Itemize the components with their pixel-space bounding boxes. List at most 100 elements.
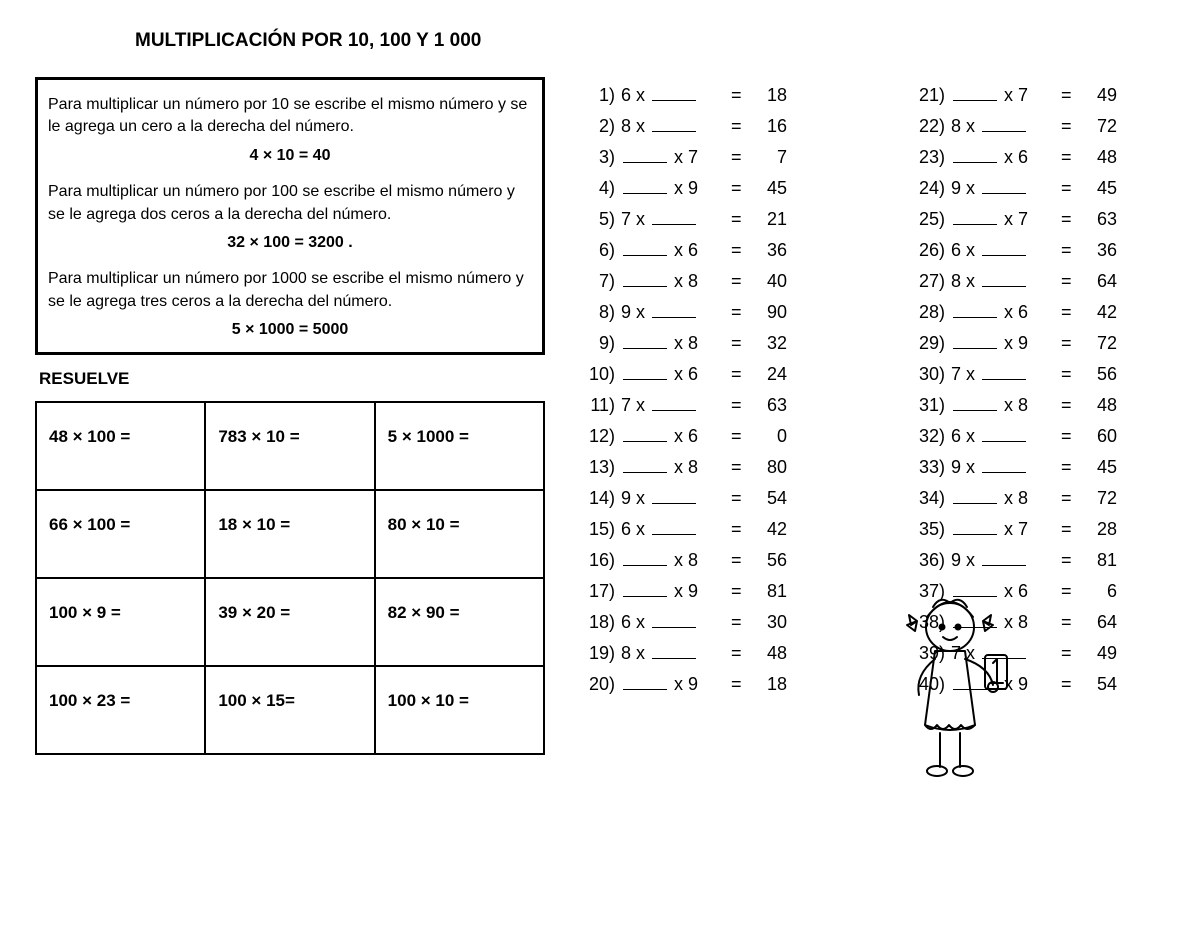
blank-input[interactable] [623, 455, 667, 473]
blank-input[interactable] [982, 114, 1026, 132]
expr-prefix: 6 x [621, 519, 650, 539]
expr-prefix: 9 x [621, 302, 650, 322]
info-eq2: 32 × 100 = 3200 . [48, 232, 532, 254]
problem-row: 14)9 x = 54 [585, 486, 835, 509]
info-eq3: 5 × 1000 = 5000 [48, 319, 532, 341]
blank-input[interactable] [623, 672, 667, 690]
problem-expression: 9 x [621, 300, 731, 323]
problem-answer: 81 [1077, 550, 1117, 571]
blank-input[interactable] [652, 610, 696, 628]
blank-input[interactable] [623, 145, 667, 163]
problem-answer: 63 [747, 395, 787, 416]
expr-prefix: 8 x [621, 643, 650, 663]
problem-expression: 8 x [951, 114, 1061, 137]
blank-input[interactable] [623, 331, 667, 349]
problem-answer: 6 [1077, 581, 1117, 602]
equals-sign: = [1061, 519, 1077, 540]
problem-expression: 7 x [621, 207, 731, 230]
blank-input[interactable] [623, 362, 667, 380]
blank-input[interactable] [953, 83, 997, 101]
expr-prefix: 7 x [621, 395, 650, 415]
problem-answer: 45 [1077, 457, 1117, 478]
expr-prefix: 8 x [951, 116, 980, 136]
expr-prefix: 9 x [951, 178, 980, 198]
blank-input[interactable] [623, 238, 667, 256]
table-cell: 39 × 20 = [205, 578, 374, 666]
problem-row: 13) x 8= 80 [585, 455, 835, 478]
expr-suffix: x 7 [999, 85, 1028, 105]
expr-suffix: x 9 [999, 333, 1028, 353]
blank-input[interactable] [623, 579, 667, 597]
problem-number: 28) [915, 302, 951, 323]
blank-input[interactable] [652, 114, 696, 132]
problem-answer: 0 [747, 426, 787, 447]
problem-answer: 45 [1077, 178, 1117, 199]
blank-input[interactable] [953, 393, 997, 411]
blank-input[interactable] [652, 300, 696, 318]
problem-expression: 6 x [951, 424, 1061, 447]
blank-input[interactable] [982, 238, 1026, 256]
problem-answer: 49 [1077, 643, 1117, 664]
problem-number: 1) [585, 85, 621, 106]
blank-input[interactable] [652, 83, 696, 101]
problem-row: 6) x 6= 36 [585, 238, 835, 261]
blank-input[interactable] [652, 486, 696, 504]
problem-number: 32) [915, 426, 951, 447]
equals-sign: = [731, 395, 747, 416]
blank-input[interactable] [982, 362, 1026, 380]
problem-answer: 72 [1077, 116, 1117, 137]
problem-answer: 48 [1077, 395, 1117, 416]
blank-input[interactable] [953, 331, 997, 349]
blank-input[interactable] [953, 300, 997, 318]
blank-input[interactable] [652, 517, 696, 535]
blank-input[interactable] [953, 517, 997, 535]
problem-answer: 90 [747, 302, 787, 323]
problem-answer: 18 [747, 85, 787, 106]
problem-row: 4) x 9= 45 [585, 176, 835, 199]
blank-input[interactable] [982, 424, 1026, 442]
blank-input[interactable] [953, 486, 997, 504]
expr-prefix: 6 x [951, 240, 980, 260]
problem-row: 19)8 x = 48 [585, 641, 835, 664]
blank-input[interactable] [982, 455, 1026, 473]
problem-number: 6) [585, 240, 621, 261]
problem-row: 24)9 x = 45 [915, 176, 1165, 199]
problem-answer: 60 [1077, 426, 1117, 447]
blank-input[interactable] [652, 207, 696, 225]
expr-suffix: x 6 [669, 364, 698, 384]
blank-input[interactable] [652, 393, 696, 411]
blank-input[interactable] [623, 269, 667, 287]
problem-row: 26)6 x = 36 [915, 238, 1165, 261]
blank-input[interactable] [982, 176, 1026, 194]
problem-number: 19) [585, 643, 621, 664]
problem-row: 20) x 9= 18 [585, 672, 835, 695]
problem-row: 11)7 x = 63 [585, 393, 835, 416]
blank-input[interactable] [982, 548, 1026, 566]
expr-suffix: x 7 [999, 519, 1028, 539]
problem-number: 9) [585, 333, 621, 354]
blank-input[interactable] [953, 145, 997, 163]
problem-row: 17) x 9= 81 [585, 579, 835, 602]
equals-sign: = [1061, 395, 1077, 416]
equals-sign: = [1061, 271, 1077, 292]
blank-input[interactable] [982, 269, 1026, 287]
expr-suffix: x 9 [669, 178, 698, 198]
blank-input[interactable] [623, 548, 667, 566]
blank-input[interactable] [623, 176, 667, 194]
problem-answer: 24 [747, 364, 787, 385]
problem-number: 33) [915, 457, 951, 478]
table-cell: 5 × 1000 = [375, 402, 544, 490]
problem-answer: 64 [1077, 612, 1117, 633]
problem-answer: 21 [747, 209, 787, 230]
blank-input[interactable] [953, 207, 997, 225]
problem-number: 5) [585, 209, 621, 230]
blank-input[interactable] [623, 424, 667, 442]
problem-expression: 8 x [951, 269, 1061, 292]
equals-sign: = [731, 147, 747, 168]
problem-row: 29) x 9= 72 [915, 331, 1165, 354]
expr-suffix: x 9 [669, 581, 698, 601]
problem-row: 21) x 7= 49 [915, 83, 1165, 106]
blank-input[interactable] [652, 641, 696, 659]
problem-row: 30)7 x = 56 [915, 362, 1165, 385]
expr-prefix: 7 x [951, 364, 980, 384]
